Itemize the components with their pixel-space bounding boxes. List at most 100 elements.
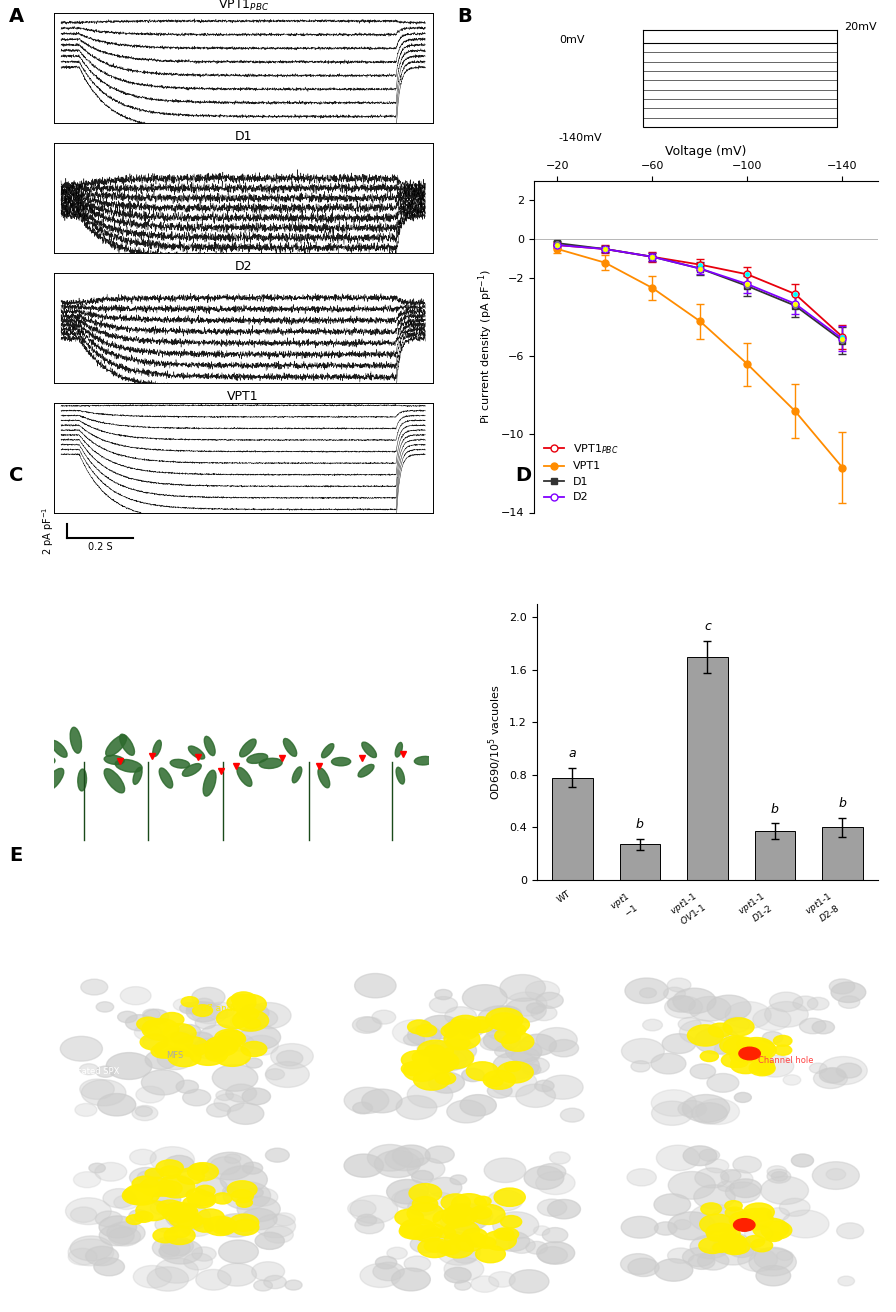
- Circle shape: [547, 1199, 581, 1219]
- Circle shape: [71, 1207, 97, 1223]
- Circle shape: [500, 975, 546, 1001]
- Circle shape: [516, 1084, 556, 1107]
- Circle shape: [521, 1057, 549, 1073]
- Circle shape: [242, 1162, 263, 1174]
- Circle shape: [362, 1089, 402, 1113]
- Circle shape: [246, 1059, 263, 1068]
- Circle shape: [239, 1025, 280, 1050]
- Circle shape: [451, 1015, 480, 1033]
- Text: -140mV: -140mV: [559, 133, 602, 143]
- Circle shape: [735, 1093, 752, 1102]
- Circle shape: [114, 1195, 138, 1210]
- Circle shape: [777, 1250, 793, 1261]
- Circle shape: [791, 1155, 814, 1166]
- Circle shape: [460, 1094, 496, 1117]
- Circle shape: [408, 1081, 452, 1107]
- Circle shape: [240, 1004, 269, 1021]
- Circle shape: [690, 1064, 716, 1078]
- Circle shape: [692, 1102, 728, 1124]
- Circle shape: [721, 1054, 745, 1068]
- Circle shape: [707, 994, 751, 1021]
- Circle shape: [187, 1191, 216, 1208]
- Circle shape: [726, 1240, 750, 1254]
- Circle shape: [756, 1266, 790, 1286]
- Circle shape: [156, 1160, 184, 1176]
- Text: D1: D1: [62, 980, 81, 993]
- Circle shape: [153, 1228, 177, 1242]
- Circle shape: [622, 1039, 664, 1064]
- Circle shape: [477, 1237, 495, 1248]
- Ellipse shape: [247, 753, 268, 764]
- Circle shape: [192, 1002, 228, 1023]
- Circle shape: [505, 1023, 526, 1036]
- Circle shape: [96, 1002, 114, 1012]
- Circle shape: [218, 1263, 256, 1286]
- Circle shape: [117, 1012, 137, 1023]
- Circle shape: [531, 1005, 557, 1021]
- Circle shape: [454, 1233, 485, 1252]
- Circle shape: [424, 1240, 445, 1252]
- Circle shape: [96, 1067, 115, 1077]
- Circle shape: [773, 1035, 792, 1046]
- Bar: [620, 845, 660, 880]
- Circle shape: [217, 1031, 246, 1047]
- Circle shape: [696, 1030, 722, 1046]
- Circle shape: [668, 1172, 715, 1199]
- Circle shape: [452, 1249, 477, 1263]
- Circle shape: [625, 977, 668, 1004]
- Circle shape: [143, 1009, 168, 1025]
- Circle shape: [192, 988, 225, 1006]
- Circle shape: [171, 1031, 192, 1043]
- Circle shape: [437, 1227, 455, 1239]
- Circle shape: [207, 1103, 230, 1117]
- Circle shape: [720, 1169, 741, 1182]
- Circle shape: [185, 1033, 216, 1051]
- Circle shape: [470, 1208, 493, 1223]
- Text: $\it{vpt1}$-$\it{1}$OV1-1: $\it{vpt1}$-$\it{1}$OV1-1: [198, 613, 247, 648]
- Circle shape: [461, 1068, 484, 1081]
- Circle shape: [631, 1060, 650, 1072]
- Title: Side view: Side view: [160, 960, 214, 971]
- Circle shape: [665, 996, 702, 1018]
- Title: D2: D2: [235, 260, 252, 273]
- Ellipse shape: [104, 756, 125, 765]
- Text: D: D: [515, 466, 531, 484]
- Circle shape: [277, 1051, 303, 1065]
- Circle shape: [488, 1271, 515, 1287]
- Circle shape: [721, 1170, 753, 1189]
- Circle shape: [447, 1101, 486, 1123]
- Circle shape: [807, 997, 829, 1010]
- Circle shape: [192, 1246, 216, 1261]
- Circle shape: [355, 1216, 384, 1233]
- Circle shape: [130, 1149, 156, 1165]
- Circle shape: [360, 1263, 401, 1287]
- Text: E: E: [9, 846, 22, 865]
- Circle shape: [222, 1186, 239, 1197]
- Circle shape: [839, 996, 860, 1009]
- Text: $\it{vpt1}$-$\it{1}$D2-8: $\it{vpt1}$-$\it{1}$D2-8: [369, 613, 414, 646]
- Circle shape: [668, 1212, 716, 1240]
- Title: Top view: Top view: [442, 960, 490, 971]
- Circle shape: [441, 1194, 470, 1211]
- Circle shape: [418, 1040, 453, 1061]
- Circle shape: [191, 1191, 215, 1206]
- Circle shape: [158, 1174, 194, 1197]
- Circle shape: [471, 1275, 499, 1292]
- Circle shape: [263, 1275, 287, 1288]
- Title: D1: D1: [235, 130, 252, 143]
- Circle shape: [433, 1210, 466, 1229]
- Circle shape: [177, 1168, 204, 1185]
- Circle shape: [754, 1208, 771, 1218]
- Circle shape: [462, 1228, 487, 1242]
- Circle shape: [352, 1017, 381, 1034]
- Bar: [552, 778, 593, 880]
- Circle shape: [466, 1233, 486, 1245]
- Circle shape: [355, 974, 396, 998]
- Circle shape: [392, 1145, 430, 1168]
- Circle shape: [212, 1064, 258, 1092]
- Circle shape: [774, 1046, 792, 1055]
- Circle shape: [753, 1056, 773, 1069]
- Circle shape: [444, 1021, 470, 1036]
- Circle shape: [651, 1101, 693, 1126]
- Circle shape: [745, 1225, 772, 1242]
